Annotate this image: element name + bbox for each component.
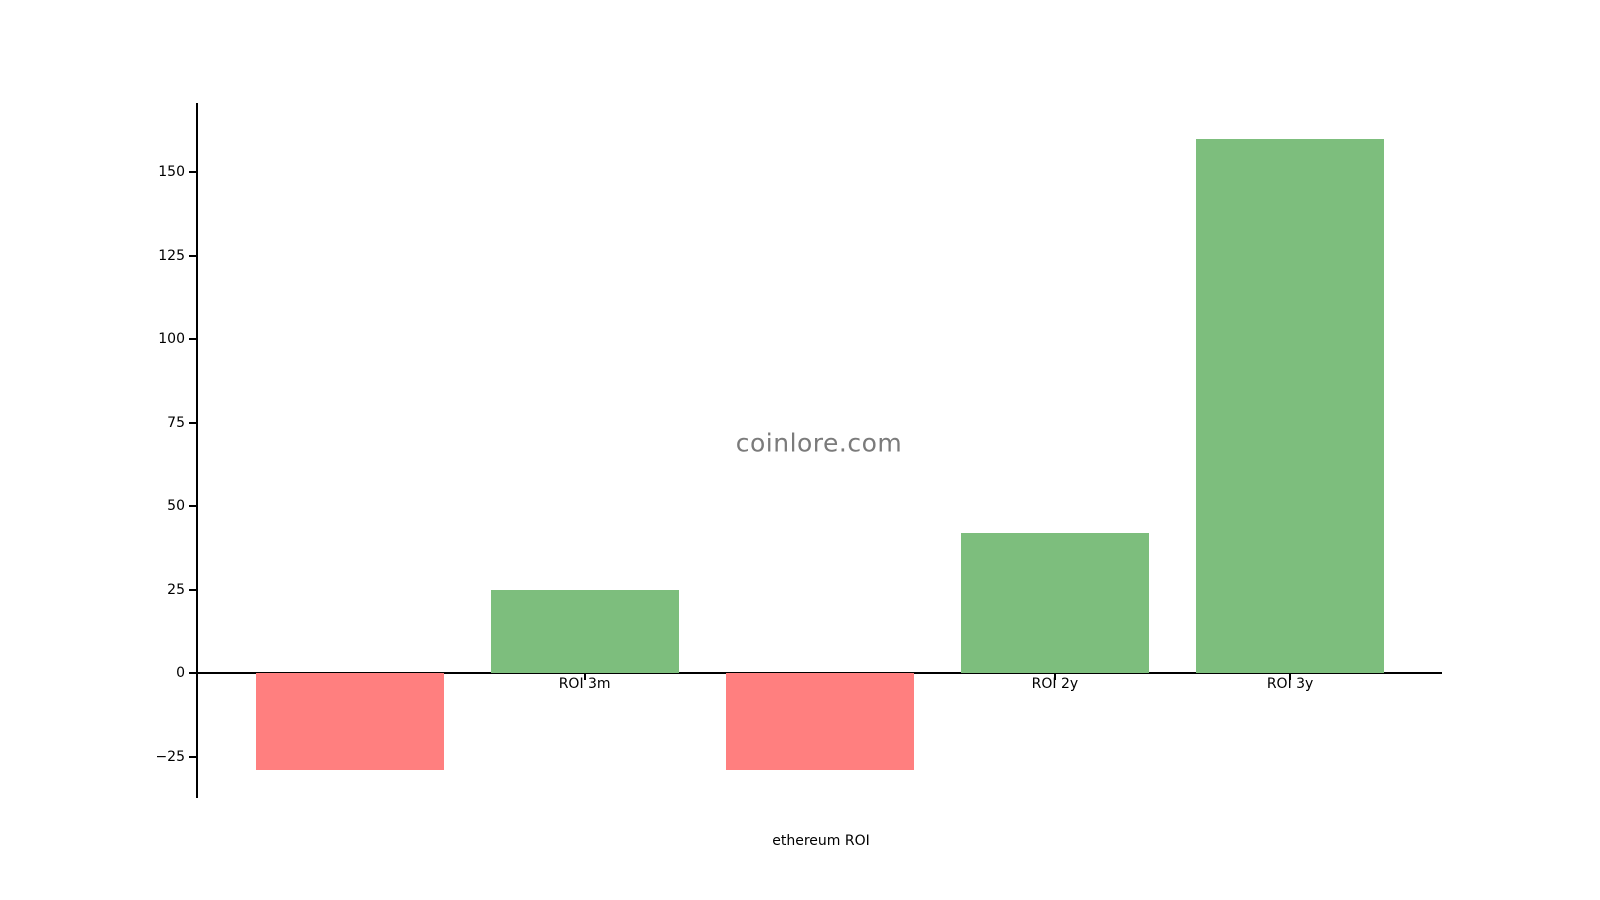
bar-roi-2y — [960, 532, 1149, 673]
x-category-label-roi-3y: ROI 3y — [1266, 676, 1314, 692]
y-tick-75 — [189, 421, 196, 424]
y-tick-label--25: −25 — [155, 748, 185, 765]
y-tick-label-125: 125 — [158, 247, 185, 264]
y-tick-label-150: 150 — [158, 164, 185, 180]
x-tick-3 — [1053, 674, 1056, 680]
y-tick-label-50: 50 — [167, 498, 185, 514]
y-tick--25 — [189, 755, 196, 758]
y-tick-25 — [189, 588, 196, 591]
y-tick-150 — [189, 171, 196, 173]
y-tick-100 — [189, 338, 196, 340]
bar-bar-2 — [725, 673, 914, 770]
y-axis-spine — [196, 103, 198, 798]
bar-roi-3y — [1196, 138, 1385, 673]
y-tick-0 — [189, 672, 196, 674]
bar-bar-0 — [255, 673, 444, 770]
y-tick-50 — [189, 505, 196, 507]
bar-roi-3m — [490, 589, 679, 673]
x-axis-title: ethereum ROI — [772, 833, 870, 849]
x-tick-4 — [1289, 674, 1292, 680]
y-tick-label-100: 100 — [158, 331, 185, 347]
y-tick-125 — [189, 254, 196, 257]
x-tick-1 — [583, 674, 586, 680]
y-tick-label-75: 75 — [167, 414, 185, 431]
y-tick-label-25: 25 — [167, 581, 185, 598]
y-tick-label-0: 0 — [176, 665, 185, 681]
x-category-label-roi-2y: ROI 2y — [1031, 676, 1079, 692]
x-category-label-roi-3m: ROI 3m — [558, 676, 611, 692]
watermark-text: coinlore.com — [735, 428, 903, 458]
